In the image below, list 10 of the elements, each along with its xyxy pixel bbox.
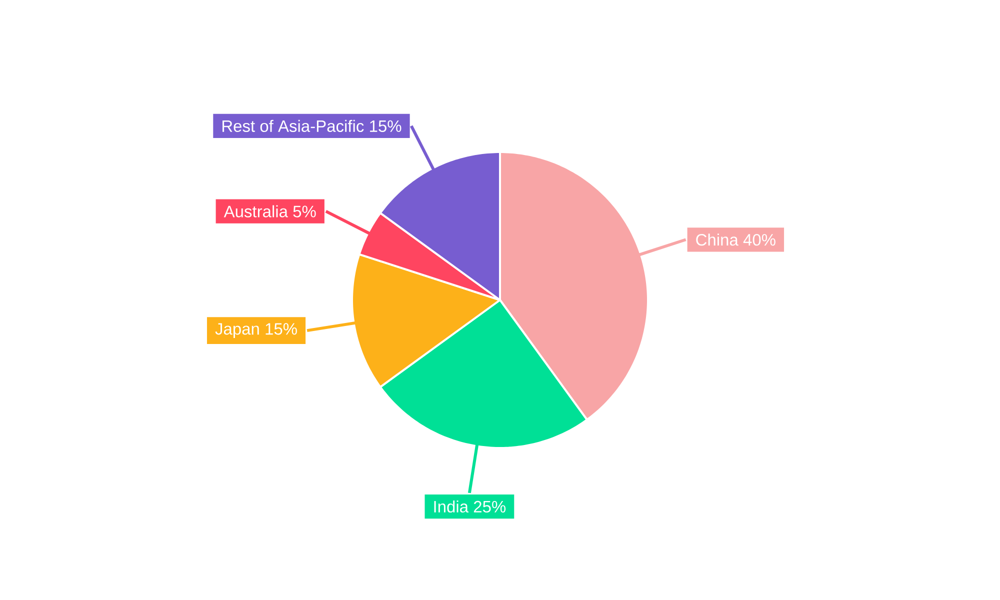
slice-label: Japan — [215, 323, 259, 338]
slice-label: Rest of Asia-Pacific — [222, 120, 364, 132]
data-label: 40% — [743, 234, 776, 246]
slice-label: Australia — [224, 205, 288, 218]
data-label: 5% — [293, 206, 316, 218]
slice-label: China — [696, 234, 738, 246]
data-label: 15% — [370, 120, 402, 132]
slice-label: India — [434, 500, 469, 513]
data-label: 25% — [474, 500, 506, 513]
data-label: 15% — [266, 323, 297, 335]
